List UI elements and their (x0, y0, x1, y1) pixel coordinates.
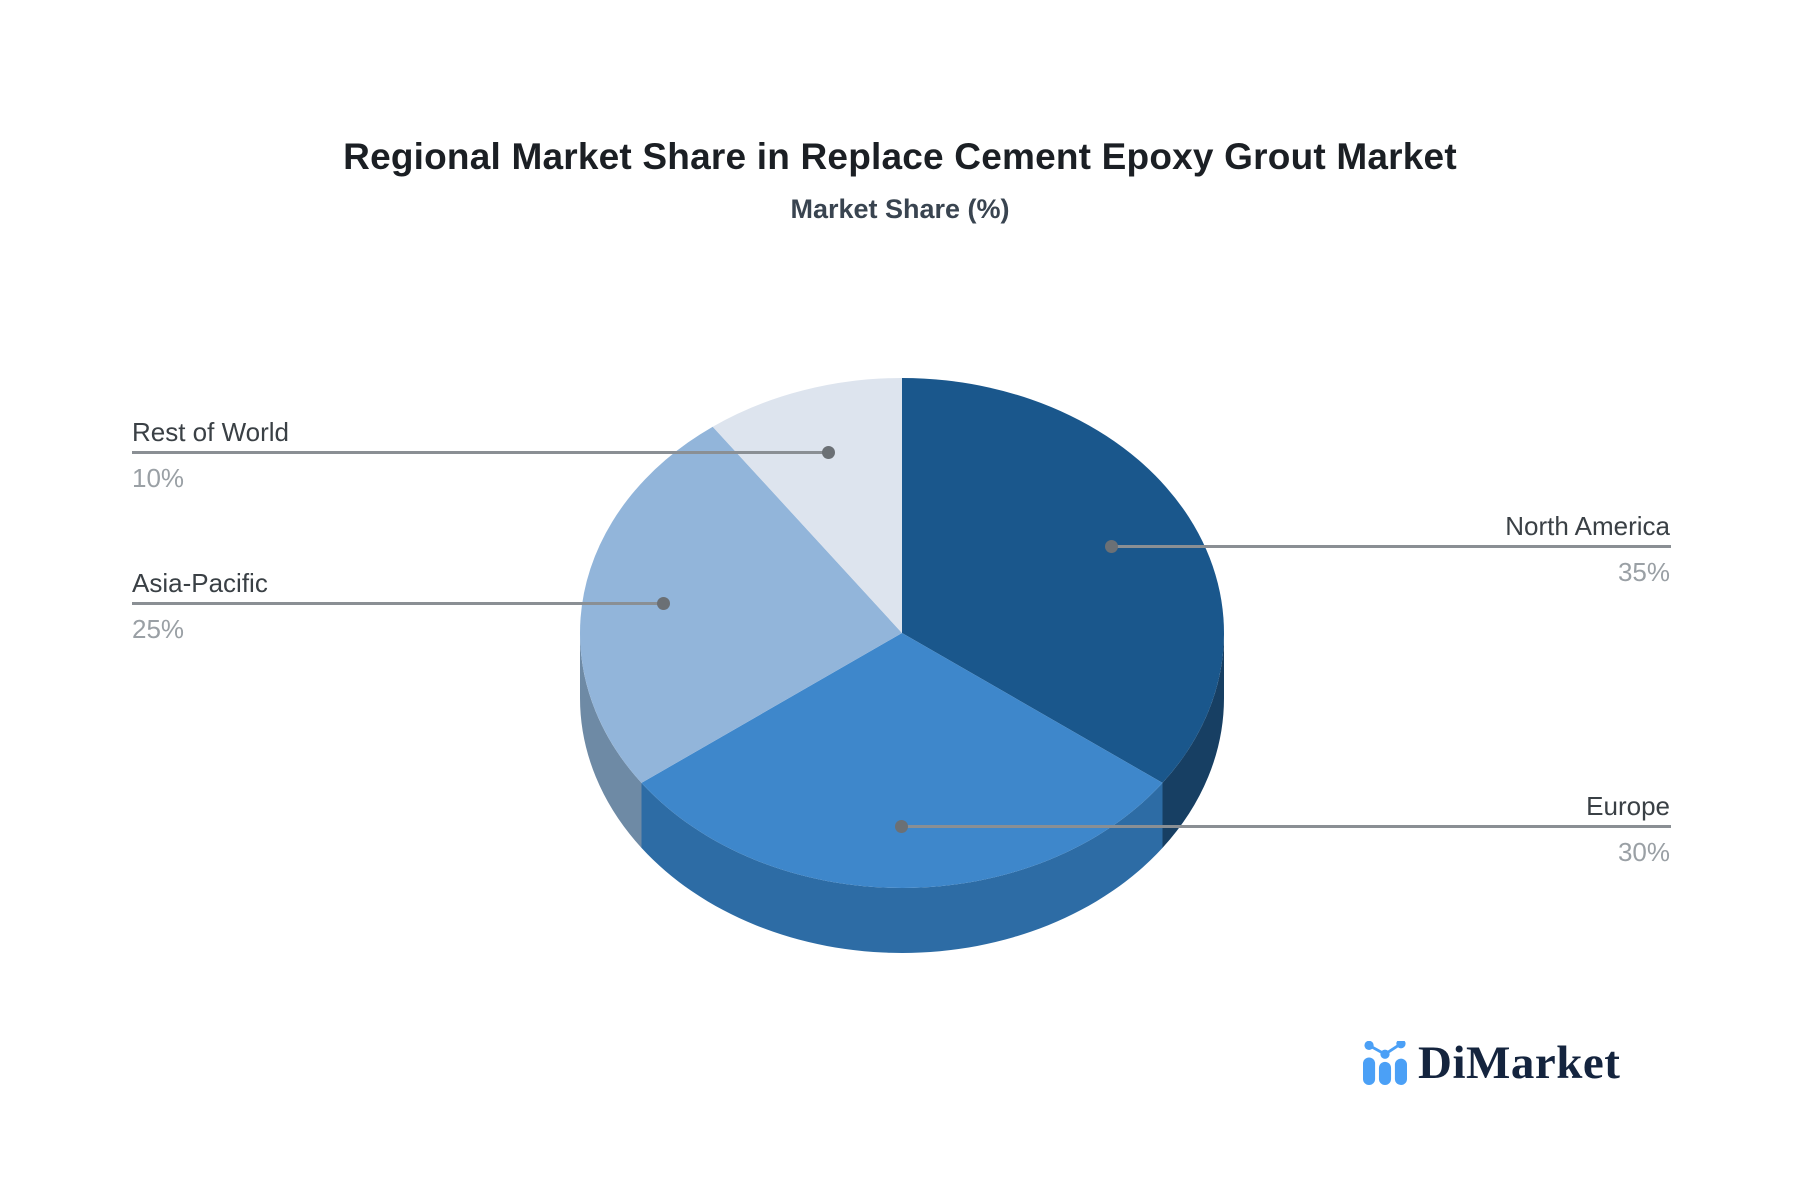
slice-percent-rest-of-world: 10% (132, 463, 185, 493)
slice-percent-europe: 30% (1617, 837, 1670, 867)
slice-label-europe: Europe (1586, 791, 1670, 821)
slice-percent-north-america: 35% (1617, 557, 1670, 587)
leader-line-europe (901, 825, 1671, 828)
pie-slice-asia-pacific[interactable] (579, 426, 902, 783)
pie-slice-side-europe[interactable] (641, 782, 1163, 954)
pie-slice-north-america[interactable] (902, 378, 1225, 783)
chart-title: Regional Market Share in Replace Cement … (343, 136, 1457, 177)
leader-dot-asia-pacific (657, 597, 670, 610)
pie-slice-side-north-america[interactable] (1162, 633, 1225, 848)
slice-label-north-america: North America (1505, 511, 1670, 541)
pie-slice-side-asia-pacific[interactable] (580, 633, 642, 848)
leader-line-rest-of-world (132, 451, 828, 454)
slice-label-rest-of-world: Rest of World (132, 417, 290, 447)
brand-logo-text: DiMarket (1418, 1037, 1621, 1089)
pie-slice-europe[interactable] (641, 633, 1163, 889)
brand-logo-chart-icon (1363, 1041, 1407, 1085)
slice-percent-asia-pacific: 25% (132, 614, 185, 644)
leader-dot-rest-of-world (822, 446, 835, 459)
brand-logo: DiMarket (1363, 1040, 1620, 1087)
leader-line-north-america (1111, 545, 1671, 548)
chart-subtitle: Market Share (%) (790, 194, 1010, 224)
pie-slice-rest-of-world[interactable] (712, 378, 902, 633)
leader-line-asia-pacific (132, 602, 663, 605)
leader-dot-north-america (1105, 540, 1118, 553)
leader-dot-europe (895, 820, 908, 833)
slice-label-asia-pacific: Asia-Pacific (132, 568, 268, 598)
